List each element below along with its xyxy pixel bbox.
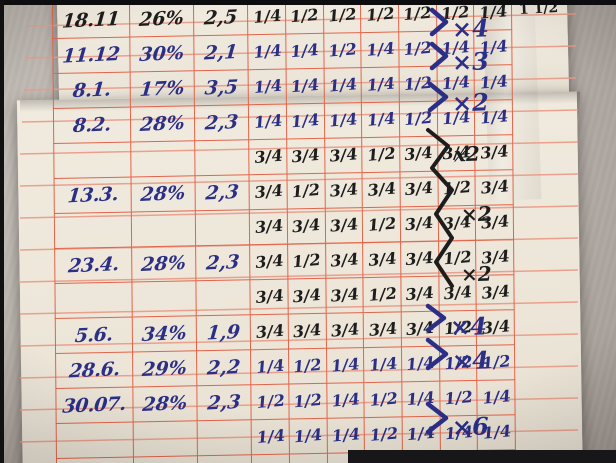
multiplier-annotation: ×4 bbox=[451, 13, 490, 44]
multiplier-annotation: ×4 bbox=[449, 311, 488, 342]
multiplier-annotation: x2 bbox=[453, 141, 481, 167]
multiplier-annotation: ×4 bbox=[451, 345, 490, 376]
top-edge-bar bbox=[0, 0, 616, 5]
multiplier-annotation: ×2 bbox=[460, 261, 493, 287]
multiplier-annotation: ×2 bbox=[460, 201, 493, 227]
left-edge-bar bbox=[0, 0, 4, 463]
bottom-edge-bar bbox=[348, 450, 616, 463]
multiplier-annotation: ×3 bbox=[451, 46, 490, 77]
multiplier-annotation: ×2 bbox=[451, 87, 490, 118]
multiplier-annotation: ×6 bbox=[451, 411, 490, 442]
